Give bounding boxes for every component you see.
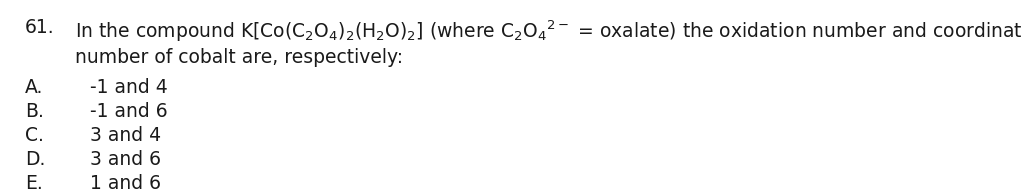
Text: A.: A. [25,78,43,97]
Text: D.: D. [25,150,45,169]
Text: -1 and 4: -1 and 4 [90,78,168,97]
Text: C.: C. [25,126,44,145]
Text: number of cobalt are, respectively:: number of cobalt are, respectively: [75,48,403,67]
Text: In the compound K[Co(C$_2$O$_4$)$_2$(H$_2$O)$_2$] (where C$_2$O$_4$$^{2-}$ = oxa: In the compound K[Co(C$_2$O$_4$)$_2$(H$_… [75,18,1023,44]
Text: -1 and 6: -1 and 6 [90,102,168,121]
Text: E.: E. [25,174,43,193]
Text: 3 and 4: 3 and 4 [90,126,162,145]
Text: 1 and 6: 1 and 6 [90,174,161,193]
Text: 3 and 6: 3 and 6 [90,150,161,169]
Text: 61.: 61. [25,18,54,37]
Text: B.: B. [25,102,44,121]
